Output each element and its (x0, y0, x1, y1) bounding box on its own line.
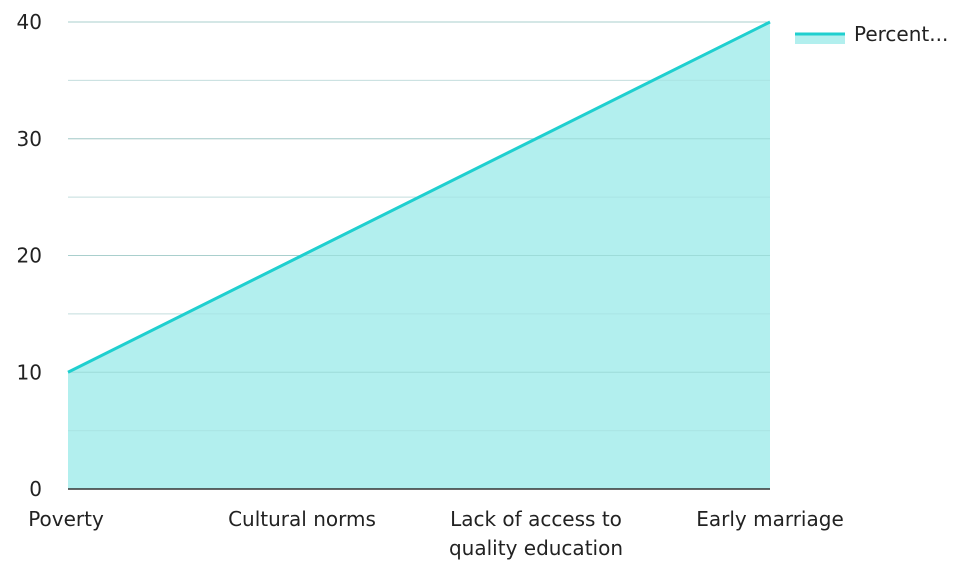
plot-area (67, 20, 771, 489)
y-axis: 0 10 20 30 40 (17, 10, 42, 501)
legend-swatch (795, 33, 845, 44)
x-tick-label-line: Cultural norms (228, 507, 376, 531)
x-tick-label: Early marriage (696, 507, 844, 531)
x-tick-label-line: Early marriage (696, 507, 844, 531)
legend-label: Percent... (854, 22, 948, 46)
x-axis: Poverty Cultural norms Lack of access to qu… (28, 488, 844, 560)
y-tick-label: 40 (17, 10, 42, 34)
x-tick-label: Poverty (28, 507, 104, 531)
x-tick-label-line: Poverty (28, 507, 104, 531)
y-tick-label: 30 (17, 127, 42, 151)
legend[interactable]: Percent... (795, 22, 948, 46)
x-tick-label-line: Lack of access to (450, 507, 622, 531)
x-tick-label-line: quality education (449, 536, 623, 560)
y-tick-label: 0 (29, 477, 42, 501)
x-tick-label: Cultural norms (228, 507, 376, 531)
x-tick-label: Lack of access to quality education (449, 507, 623, 560)
y-tick-label: 10 (17, 360, 42, 384)
y-tick-label: 20 (17, 244, 42, 268)
series-line (67, 20, 771, 374)
